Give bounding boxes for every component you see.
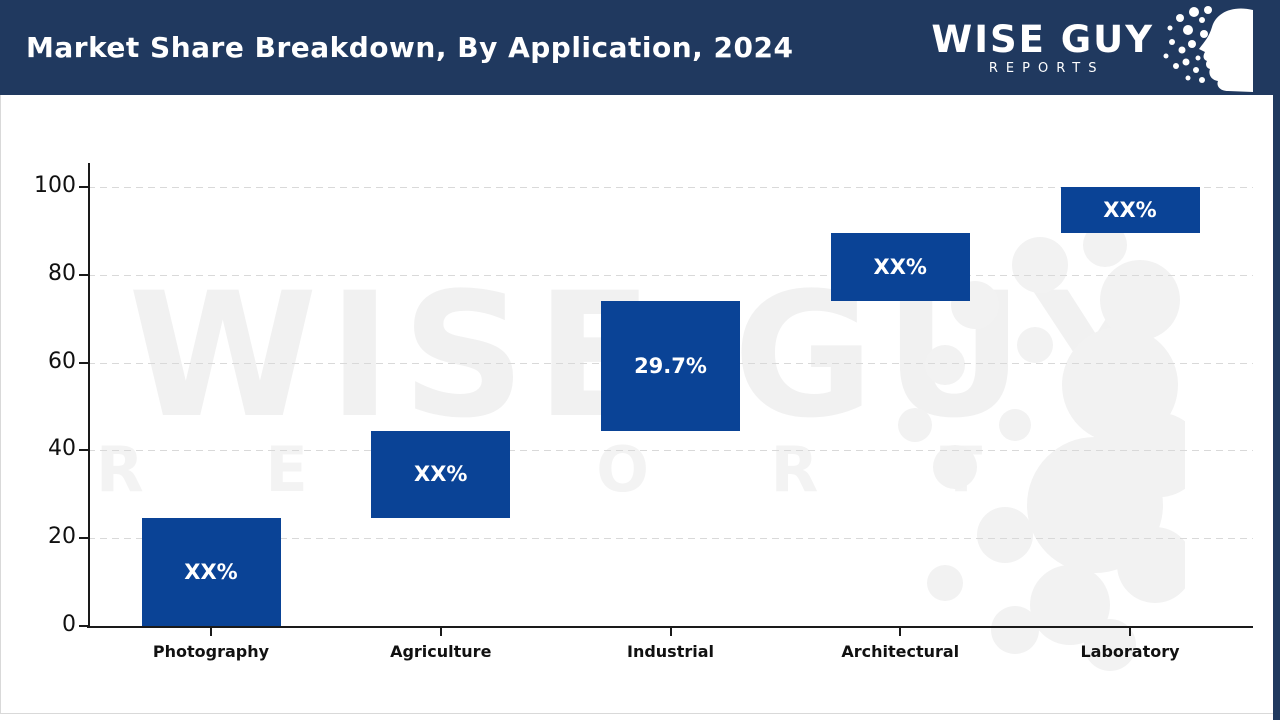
y-tickmark-0 — [79, 625, 88, 627]
right-border-strip — [1273, 0, 1280, 720]
y-tickmark-20 — [79, 537, 88, 540]
gridline-20 — [88, 538, 1253, 540]
x-tickmark-laboratory — [1129, 628, 1131, 636]
bar-agriculture: XX% — [371, 431, 511, 518]
card-border-bottom — [0, 713, 1273, 714]
gridline-40 — [88, 450, 1253, 452]
x-tick-label-industrial: Industrial — [626, 642, 714, 661]
bar-label-photography: XX% — [184, 559, 238, 584]
bar-architectural: XX% — [830, 232, 970, 301]
x-tick-label-agriculture: Agriculture — [390, 642, 492, 661]
y-tickmark-100 — [79, 186, 88, 188]
x-tickmark-industrial — [669, 628, 672, 636]
wise-guy-logo: WISE GUY REPORTS — [931, 4, 1254, 92]
bar-label-architectural: XX% — [873, 254, 927, 279]
x-tick-label-laboratory: Laboratory — [1080, 642, 1180, 661]
logo-wordmark-line1: WISE GUY — [931, 17, 1154, 61]
y-tickmark-60 — [79, 361, 88, 364]
x-tickmark-agriculture — [439, 628, 442, 636]
x-tickmark-architectural — [899, 628, 902, 636]
card-border-left — [0, 95, 1, 714]
y-tick-label-100: 100 — [34, 173, 76, 198]
bar-label-agriculture: XX% — [414, 462, 468, 487]
chart-area: WISE GUY R E P O R T S 020406080100XX%Ph… — [0, 95, 1273, 713]
bar-label-laboratory: XX% — [1103, 197, 1157, 222]
bar-label-industrial: 29.7% — [634, 353, 707, 378]
watermark-face-graphic — [898, 223, 1185, 671]
y-axis-line — [88, 163, 90, 628]
gridline-100 — [88, 187, 1253, 188]
bar-industrial: 29.7% — [601, 300, 740, 432]
gridline-80 — [88, 274, 1253, 276]
plot: 0 20 40 60 80 100 XX% Photography XX% Agriculture… — [0, 95, 1273, 713]
y-tick-label-40: 40 — [48, 436, 76, 462]
x-tick-label-photography: Photography — [152, 642, 270, 661]
y-tick-label-20: 20 — [48, 524, 76, 550]
logo-face-icon — [1163, 5, 1253, 92]
x-axis-line — [87, 626, 1253, 628]
x-tick-label-architectural: Architectural — [841, 642, 960, 661]
logo-wordmark: WISE GUY REPORTS — [931, 21, 1154, 75]
x-tickmark-photography — [210, 628, 212, 636]
y-tick-label-60: 60 — [48, 348, 76, 374]
bar-photography: XX% — [141, 517, 281, 626]
y-tick-label-80: 80 — [48, 260, 76, 286]
bar-laboratory: XX% — [1060, 187, 1200, 233]
logo-wordmark-line2: REPORTS — [988, 60, 1105, 76]
header: Market Share Breakdown, By Application, … — [0, 0, 1280, 95]
chart-title: Market Share Breakdown, By Application, … — [26, 31, 794, 64]
y-tickmark-80 — [79, 273, 88, 276]
y-tick-label-0: 0 — [62, 612, 76, 637]
y-tickmark-40 — [79, 449, 88, 452]
